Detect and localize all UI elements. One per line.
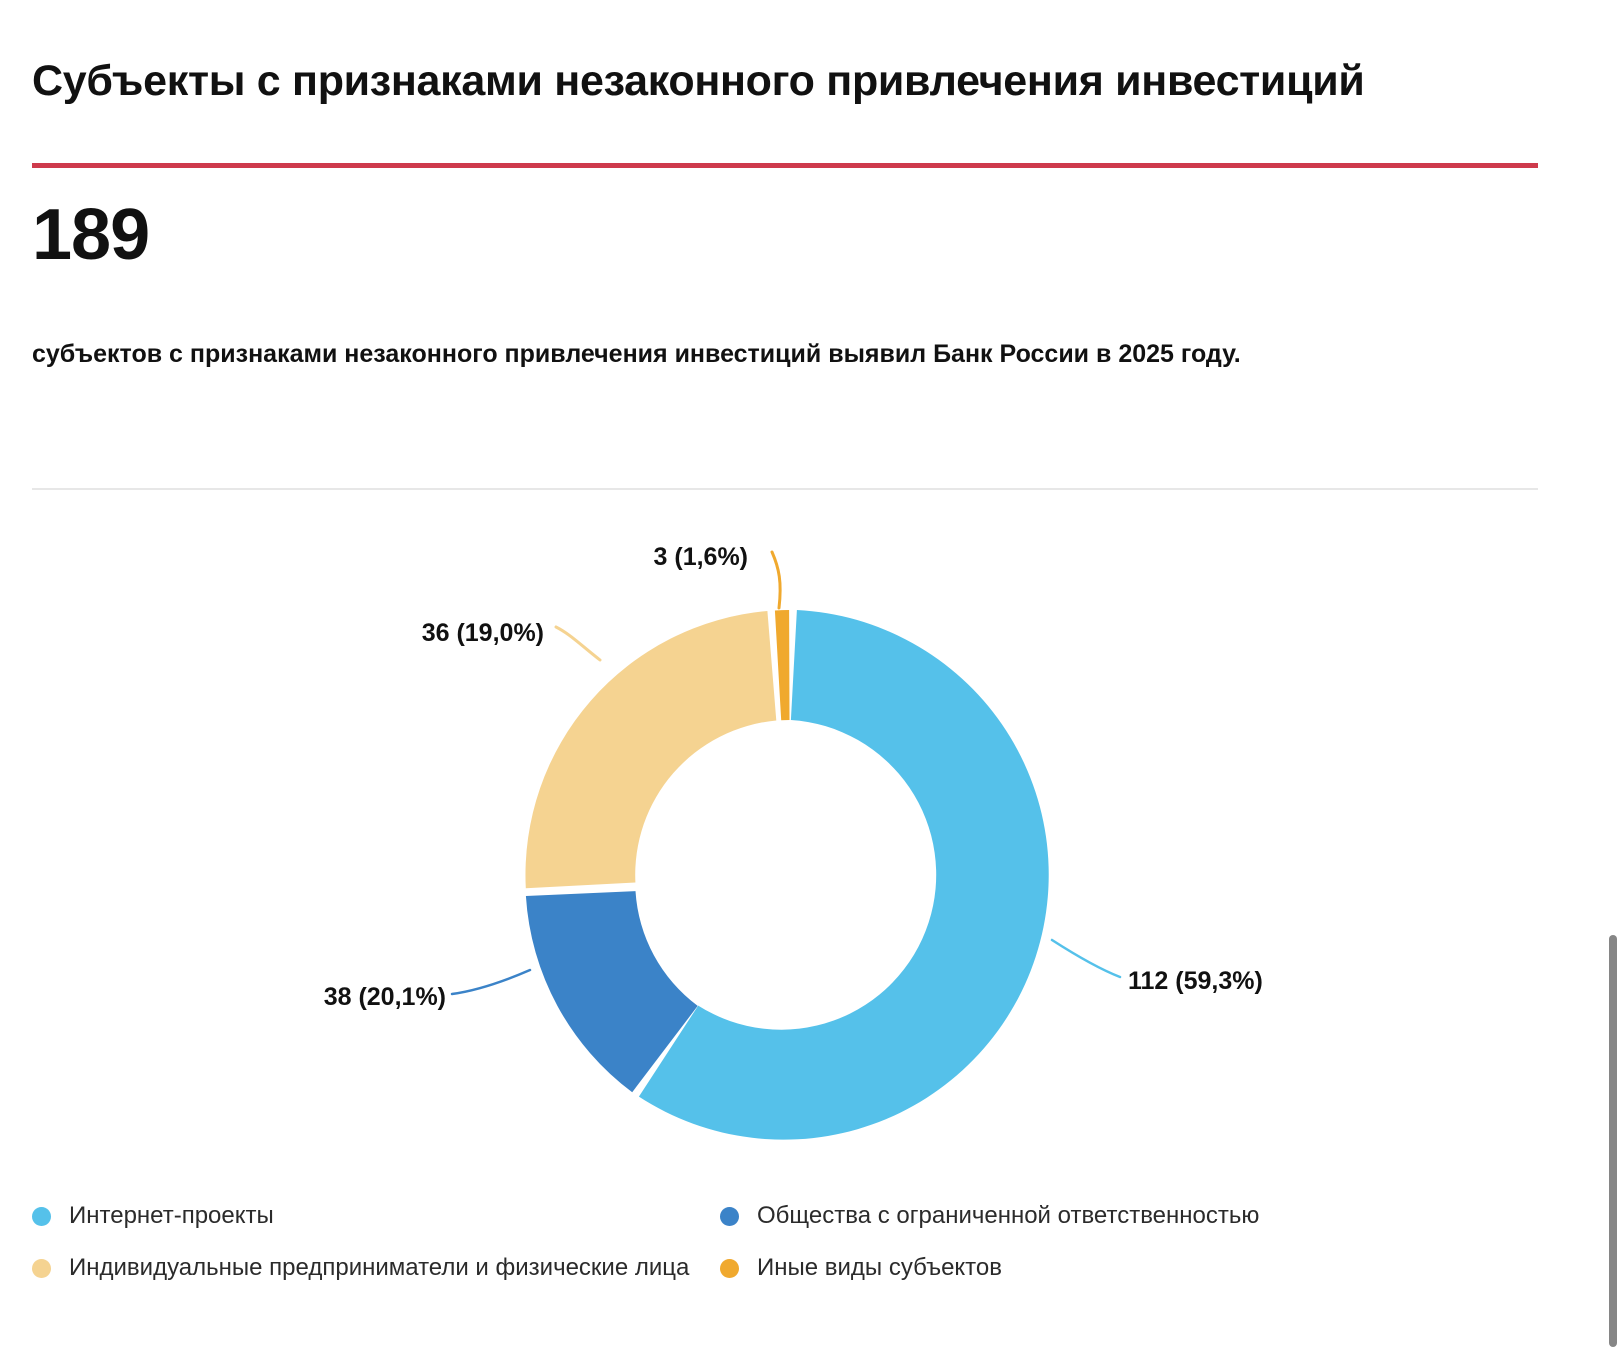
legend-item-ip[interactable]: Индивидуальные предприниматели и физичес… <box>32 1242 712 1294</box>
leader-line-ooo <box>450 968 532 996</box>
donut-chart-svg: 3 (1,6%) 36 (19,0%) 38 (20,1%) 112 (59,3… <box>324 543 1263 1140</box>
legend-label-internet: Интернет-проекты <box>69 1202 274 1229</box>
page-scrollbar[interactable] <box>1604 0 1620 1350</box>
legend-item-internet[interactable]: Интернет-проекты <box>32 1190 712 1242</box>
data-label-other: 3 (1,6%) <box>654 543 748 571</box>
stat-headline-number: 189 <box>32 195 150 275</box>
leader-line-internet <box>1050 938 1122 979</box>
section-divider <box>32 488 1538 490</box>
leader-line-ip <box>554 625 602 662</box>
legend-color-swatch-icon <box>720 1258 739 1278</box>
donut-slice-internet[interactable] <box>638 610 1049 1140</box>
page-scrollbar-thumb[interactable] <box>1609 935 1617 1347</box>
legend-label-ip: Индивидуальные предприниматели и физичес… <box>69 1254 690 1281</box>
chart-legend: Интернет-проекты Общества с ограниченной… <box>32 1190 1532 1294</box>
leader-line-other <box>770 550 782 610</box>
legend-label-ooo: Общества с ограниченной ответственностью <box>757 1202 1260 1229</box>
legend-color-swatch-icon <box>720 1206 739 1226</box>
data-label-internet: 112 (59,3%) <box>1128 967 1263 995</box>
stat-caption: субъектов с признаками незаконного привл… <box>32 340 1241 368</box>
legend-label-other: Иные виды субъектов <box>757 1254 1003 1281</box>
legend-item-other[interactable]: Иные виды субъектов <box>720 1242 1400 1294</box>
data-label-ooo: 38 (20,1%) <box>324 983 446 1011</box>
donut-chart: 3 (1,6%) 36 (19,0%) 38 (20,1%) 112 (59,3… <box>0 500 1620 1200</box>
donut-slice-ooo[interactable] <box>525 891 698 1093</box>
page-title: Субъекты с признаками незаконного привле… <box>32 56 1365 105</box>
legend-color-swatch-icon <box>32 1258 51 1278</box>
legend-color-swatch-icon <box>32 1206 51 1226</box>
legend-item-ooo[interactable]: Общества с ограниченной ответственностью <box>720 1190 1400 1242</box>
data-label-ip: 36 (19,0%) <box>422 619 544 647</box>
donut-slice-other[interactable] <box>774 610 790 721</box>
title-accent-rule <box>32 163 1538 168</box>
donut-slice-ip[interactable] <box>525 611 777 889</box>
